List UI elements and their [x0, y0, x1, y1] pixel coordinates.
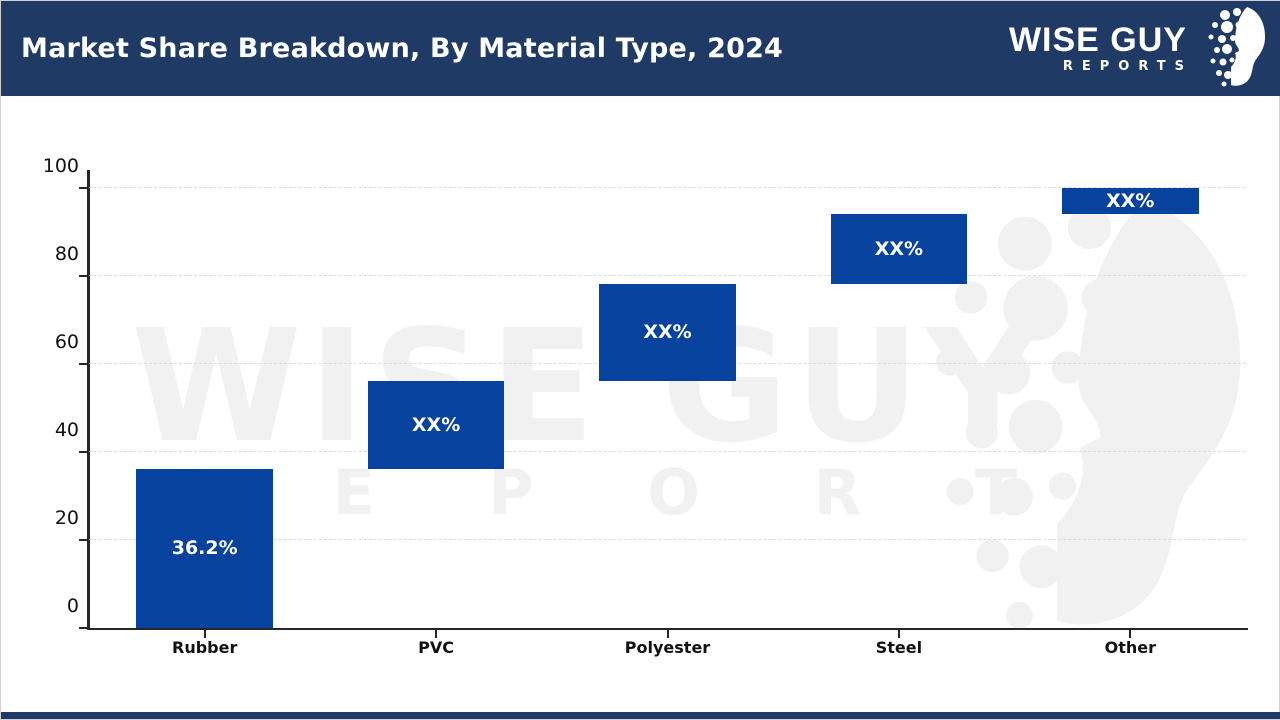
y-tick-mark	[79, 539, 87, 541]
bar-rubber: 36.2%	[136, 468, 273, 628]
footer-bar	[1, 712, 1280, 719]
chart-title: Market Share Breakdown, By Material Type…	[21, 33, 784, 64]
y-tick-mark	[79, 627, 87, 629]
gridline	[89, 539, 1246, 540]
x-tick-mark	[897, 630, 900, 638]
x-tick-mark	[435, 630, 438, 638]
y-tick-mark	[79, 363, 87, 365]
y-axis-spine	[87, 170, 90, 628]
x-tick-mark	[203, 630, 206, 638]
bar-polyester: XX%	[599, 283, 736, 381]
brand-name: WISE GUY	[1008, 21, 1187, 59]
x-tick-mark	[1129, 630, 1132, 638]
y-tick-label: 40	[54, 419, 79, 441]
bar-value-label: XX%	[874, 237, 924, 260]
brand-logo-text: WISE GUY REPORTS	[1009, 23, 1187, 74]
x-tick-label-rubber: Rubber	[172, 638, 238, 657]
x-tick-label-polyester: Polyester	[624, 638, 711, 657]
brand-logo: WISE GUY REPORTS	[1009, 5, 1267, 93]
x-tick-mark	[666, 630, 669, 638]
x-axis-spine	[87, 627, 1248, 630]
y-tick-mark	[79, 275, 87, 277]
bar-pvc: XX%	[367, 380, 505, 469]
y-tick-label: 80	[54, 243, 79, 265]
header-bar: Market Share Breakdown, By Material Type…	[1, 1, 1280, 96]
plot-area: 0 20 40 60 80 100 36.2% Rubber XX% PVC XX% Polyeste…	[43, 155, 1248, 657]
bar-other: XX%	[1062, 188, 1199, 214]
bar-value-label: XX%	[1106, 189, 1155, 212]
y-tick-mark	[79, 451, 87, 453]
x-tick-label-other: Other	[1104, 638, 1156, 657]
y-tick-label: 100	[42, 155, 79, 177]
y-tick-label: 60	[54, 331, 79, 353]
brand-subname: REPORTS	[1062, 59, 1193, 74]
bar-steel: XX%	[830, 213, 968, 284]
gridline	[89, 451, 1246, 452]
gridline	[89, 275, 1246, 276]
brand-face-icon	[1189, 5, 1267, 93]
bar-value-label: 36.2%	[171, 537, 238, 560]
x-tick-label-steel: Steel	[875, 638, 923, 657]
y-tick-label: 0	[66, 595, 79, 617]
y-tick-label: 20	[54, 507, 79, 529]
y-tick-mark	[79, 187, 87, 189]
bar-value-label: XX%	[411, 413, 461, 436]
bar-value-label: XX%	[643, 321, 692, 344]
x-tick-label-pvc: PVC	[418, 638, 455, 657]
gridline	[89, 187, 1246, 188]
